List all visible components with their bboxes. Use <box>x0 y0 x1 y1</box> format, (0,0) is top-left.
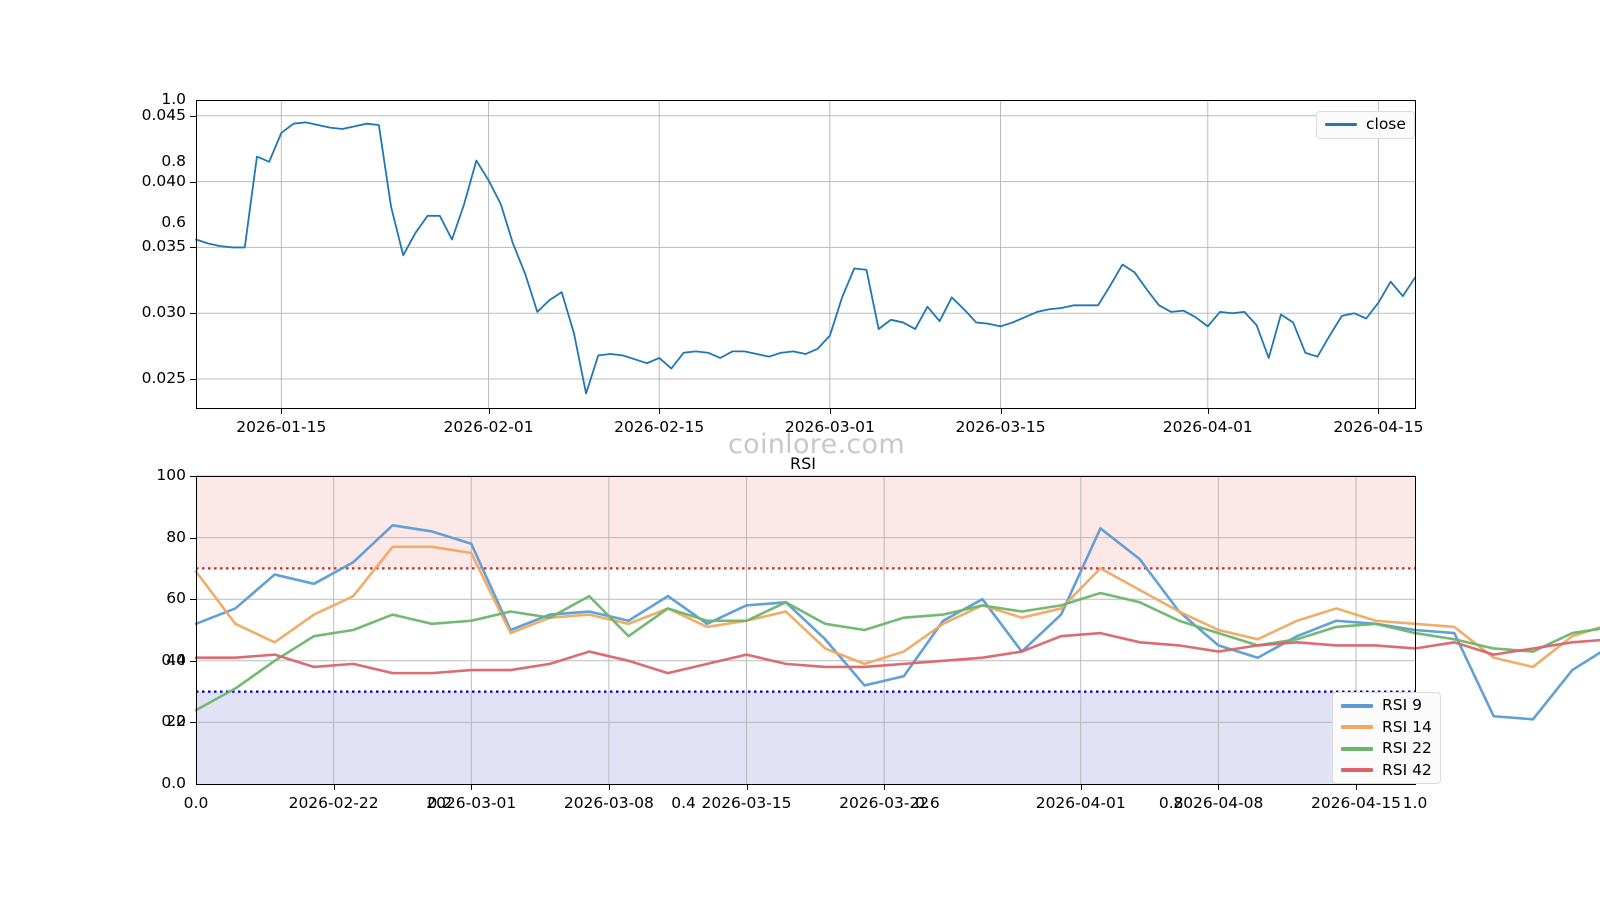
price-x-tickmark-3 <box>829 408 831 414</box>
rsi-y-tickmark-3 <box>190 660 196 662</box>
rsi-x-ghost-tick-4: 0.8 <box>1158 794 1184 812</box>
rsi-y-tick-2: 60 <box>166 589 186 608</box>
legend-label: RSI 22 <box>1382 739 1432 757</box>
rsi-y-tick-0: 100 <box>156 466 186 484</box>
rsi-x-ghost-tick-1: 0.2 <box>427 794 453 812</box>
rsi-x-tick-0: 2026-02-22 <box>288 794 379 812</box>
rsi-x-tickmark-3 <box>746 784 748 790</box>
rsi-x-tick-1: 2026-03-01 <box>426 794 517 812</box>
legend-swatch-icon <box>1341 725 1373 730</box>
rsi-legend-item[interactable]: RSI 42 <box>1341 760 1432 779</box>
rsi-y-ghost-tick-2: 0.0 <box>161 774 186 792</box>
price-axis-spine-top <box>196 100 1416 102</box>
price-axis-spine-left <box>196 100 198 409</box>
price-x-tickmark-2 <box>659 408 661 414</box>
rsi-x-tick-6: 2026-04-08 <box>1173 794 1264 812</box>
rsi-y-tickmark-0 <box>190 476 196 477</box>
rsi-axis-spine-top <box>196 476 1416 478</box>
rsi-legend-item[interactable]: RSI 22 <box>1341 739 1432 757</box>
rsi-x-ghost-tick-2: 0.4 <box>671 794 696 812</box>
legend-label: RSI 14 <box>1382 717 1432 736</box>
rsi-y-tickmark-4 <box>190 722 196 724</box>
price-x-tick-5: 2026-04-01 <box>1162 418 1253 436</box>
price-x-tickmark-4 <box>1000 408 1002 414</box>
rsi-x-tickmark-4 <box>884 784 886 790</box>
rsi-line-plot <box>194 475 1600 784</box>
rsi-y-ghost-tick-0: 0.4 <box>161 650 186 669</box>
price-x-tickmark-1 <box>488 408 490 414</box>
price-chart-legend[interactable]: close <box>1316 111 1415 139</box>
rsi-axis-spine-bottom <box>196 784 1416 786</box>
rsi-chart-legend[interactable]: RSI 9 RSI 14 RSI 22 RSI 42 <box>1332 692 1441 784</box>
rsi-x-tickmark-5 <box>1080 784 1082 790</box>
price-y-tickmark-3 <box>190 313 196 315</box>
legend-swatch-icon <box>1341 703 1373 708</box>
rsi-x-tickmark-1 <box>471 784 473 790</box>
rsi-y-tick-3: 40 <box>166 650 186 669</box>
rsi-subplot-title: RSI <box>790 454 816 473</box>
rsi-x-ghost-tick-0: 0.0 <box>183 794 209 812</box>
rsi-y-tickmark-1 <box>190 537 196 539</box>
legend-swatch-icon <box>1325 123 1357 127</box>
rsi-y-tick-4: 20 <box>166 712 186 731</box>
legend-label: RSI 42 <box>1382 760 1432 779</box>
price-y-ghost-tick-2: 0.6 <box>161 213 186 232</box>
rsi-chart-axes <box>194 475 1600 784</box>
rsi-x-tick-5: 2026-04-01 <box>1035 794 1126 812</box>
price-y-tickmark-0 <box>190 115 196 117</box>
price-x-tick-1: 2026-02-01 <box>443 418 534 436</box>
price-x-tick-0: 2026-01-15 <box>236 418 327 436</box>
rsi-x-tickmark-2 <box>608 784 610 790</box>
price-y-tick-0: 0.045 <box>141 105 186 124</box>
price-y-tick-1: 0.040 <box>141 171 186 190</box>
rsi-x-tick-7: 2026-04-15 <box>1310 794 1402 812</box>
rsi-x-tick-4: 2026-03-22 <box>839 794 930 812</box>
rsi-axis-spine-left <box>196 476 198 785</box>
rsi-x-tickmark-0 <box>333 784 335 790</box>
price-y-ghost-tick-0: 1.0 <box>161 90 186 108</box>
price-y-tick-4: 0.025 <box>141 369 186 388</box>
rsi-y-tick-1: 80 <box>166 527 186 546</box>
rsi-x-tickmark-6 <box>1218 784 1220 790</box>
price-x-tick-4: 2026-03-15 <box>955 418 1046 436</box>
price-x-tickmark-5 <box>1207 408 1209 414</box>
price-x-tickmark-6 <box>1378 408 1380 414</box>
price-y-tickmark-4 <box>190 379 196 381</box>
rsi-x-ghost-tick-3: 0.6 <box>915 794 940 812</box>
rsi-x-tick-3: 2026-03-15 <box>701 794 792 812</box>
legend-swatch-icon <box>1341 746 1373 751</box>
rsi-x-ghost-tick-5: 1.0 <box>1402 794 1428 812</box>
price-x-tick-6: 2026-04-15 <box>1333 418 1424 436</box>
price-x-tickmark-0 <box>281 408 283 414</box>
legend-swatch-icon <box>1341 768 1373 773</box>
rsi-y-ghost-tick-1: 0.2 <box>161 712 186 731</box>
price-x-tick-2: 2026-02-15 <box>614 418 705 436</box>
legend-label: RSI 9 <box>1382 696 1422 714</box>
price-axis-spine-bottom <box>196 408 1416 410</box>
watermark-coinlore: coinlore.com <box>728 429 905 460</box>
legend-label: close <box>1366 115 1406 133</box>
price-y-ghost-tick-1: 0.8 <box>161 151 186 170</box>
price-legend-item[interactable]: close <box>1325 115 1406 133</box>
rsi-axis-spine-right <box>1415 476 1417 785</box>
price-axis-spine-right <box>1415 100 1417 409</box>
price-chart-axes <box>195 100 1416 408</box>
price-y-tickmark-2 <box>190 247 196 249</box>
rsi-legend-item[interactable]: RSI 9 <box>1341 696 1432 714</box>
price-y-tickmark-1 <box>190 181 196 183</box>
rsi-x-tickmark-7 <box>1356 784 1358 790</box>
price-x-tick-3: 2026-03-01 <box>784 418 875 436</box>
rsi-legend-item[interactable]: RSI 14 <box>1341 717 1432 736</box>
price-y-tick-2: 0.035 <box>141 237 186 256</box>
price-y-tick-3: 0.030 <box>141 303 186 322</box>
rsi-y-tickmark-2 <box>190 599 196 601</box>
price-line-plot <box>195 100 1416 408</box>
rsi-x-tick-2: 2026-03-08 <box>563 794 654 812</box>
